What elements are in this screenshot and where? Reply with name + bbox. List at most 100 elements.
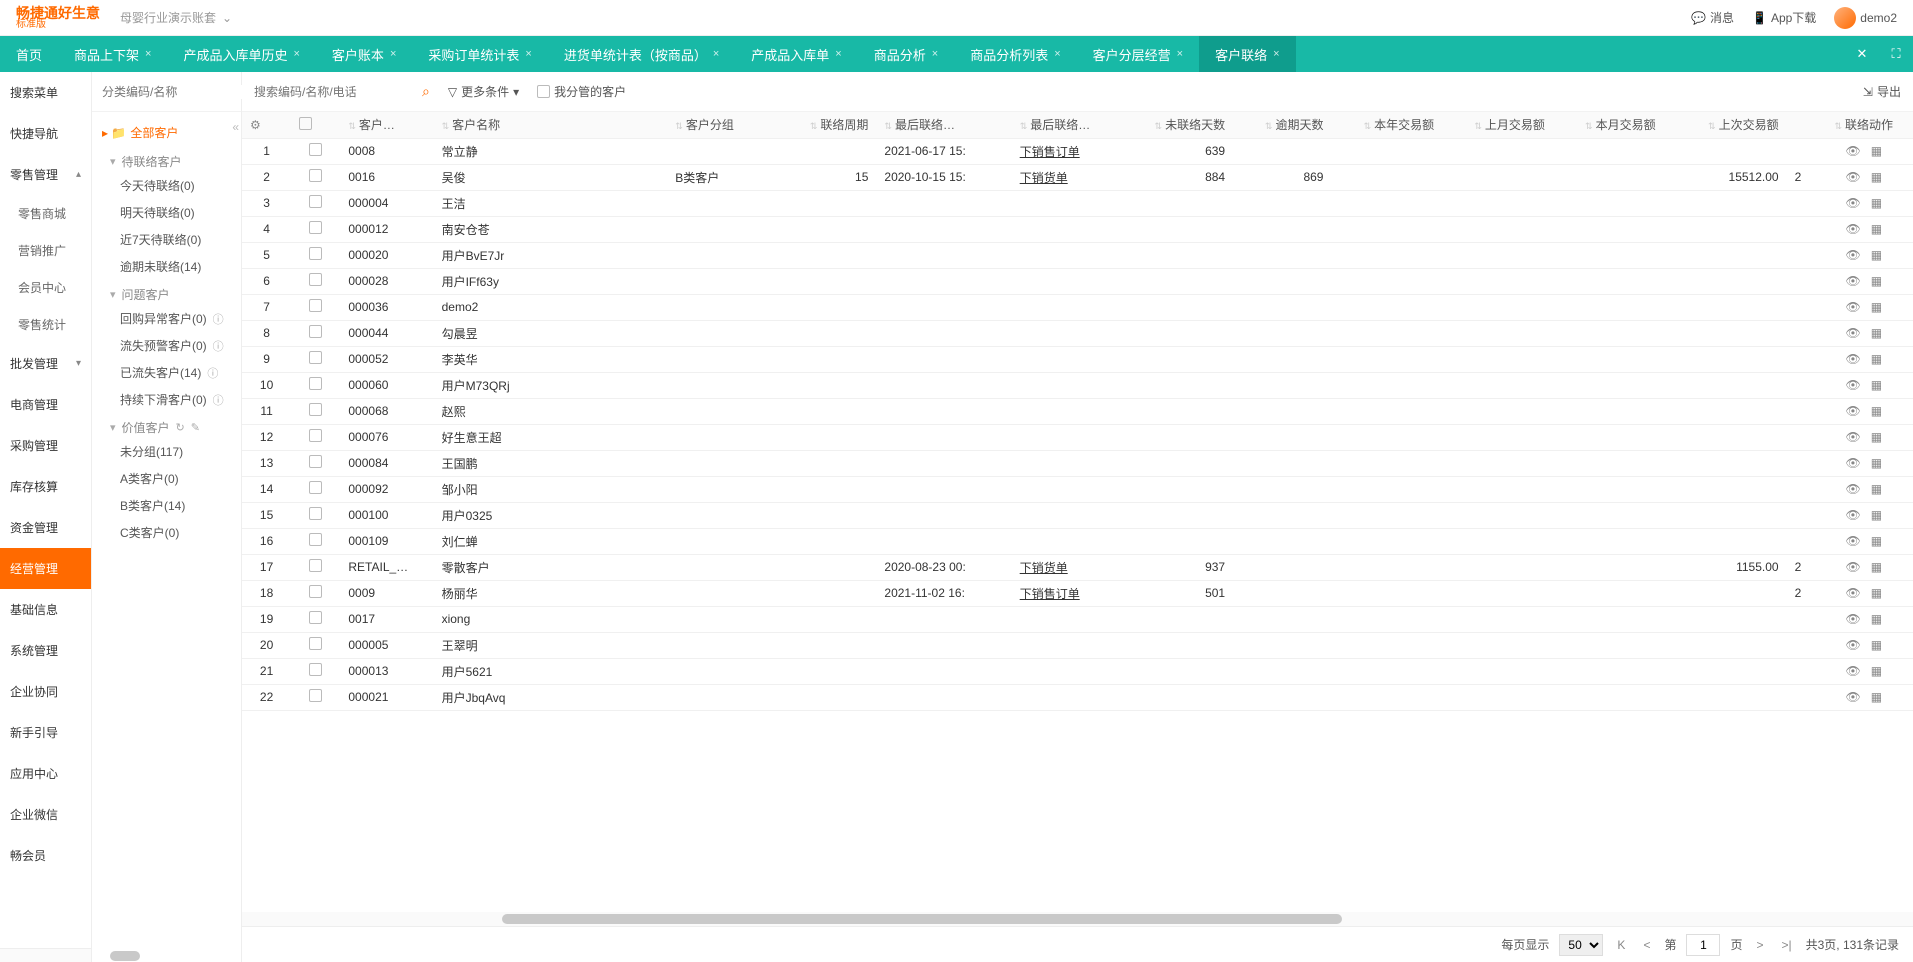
row-checkbox[interactable] — [309, 559, 322, 572]
qr-icon[interactable]: ▦ — [1871, 586, 1882, 600]
qr-icon[interactable]: ▦ — [1871, 222, 1882, 236]
cat-item[interactable]: 未分组(117) — [92, 438, 241, 465]
cat-group[interactable]: ▾问题客户 — [92, 280, 241, 305]
cat-item[interactable]: 逾期未联络(14) — [92, 253, 241, 280]
nav-零售商城[interactable]: 零售商城 — [0, 195, 91, 232]
last-action-link[interactable]: 下销货单 — [1020, 561, 1068, 575]
nav-系统管理[interactable]: 系统管理 — [0, 630, 91, 671]
view-icon[interactable]: 👁 — [1845, 404, 1860, 418]
close-all-tabs-button[interactable]: ✕ — [1845, 46, 1879, 62]
qr-icon[interactable]: ▦ — [1871, 456, 1882, 470]
col-gear[interactable]: ⚙ — [242, 112, 291, 138]
row-checkbox[interactable] — [309, 351, 322, 364]
qr-icon[interactable]: ▦ — [1871, 248, 1882, 262]
col-group[interactable]: ⇅客户分组 — [667, 112, 778, 138]
tab-商品分析列表[interactable]: 商品分析列表× — [954, 36, 1076, 72]
nav-采购管理[interactable]: 采购管理 — [0, 425, 91, 466]
qr-icon[interactable]: ▦ — [1871, 352, 1882, 366]
tab-商品分析[interactable]: 商品分析× — [858, 36, 954, 72]
close-icon[interactable]: × — [1054, 48, 1060, 60]
view-icon[interactable]: 👁 — [1845, 456, 1860, 470]
view-icon[interactable]: 👁 — [1845, 378, 1860, 392]
row-checkbox[interactable] — [309, 429, 322, 442]
row-checkbox[interactable] — [309, 325, 322, 338]
row-checkbox[interactable] — [309, 533, 322, 546]
nav-零售管理[interactable]: 零售管理▴ — [0, 154, 91, 195]
cat-item[interactable]: 持续下滑客户(0) ⓘ — [92, 386, 241, 413]
row-checkbox[interactable] — [309, 403, 322, 416]
gear-icon[interactable]: ⚙ — [250, 118, 261, 132]
view-icon[interactable]: 👁 — [1845, 482, 1860, 496]
table-hscrollbar[interactable] — [242, 912, 1913, 926]
app-download-link[interactable]: 📱 App下载 — [1752, 9, 1816, 26]
cat-item[interactable]: 回购异常客户(0) ⓘ — [92, 305, 241, 332]
close-icon[interactable]: × — [713, 48, 719, 60]
nav-会员中心[interactable]: 会员中心 — [0, 269, 91, 306]
view-icon[interactable]: 👁 — [1845, 248, 1860, 262]
view-icon[interactable]: 👁 — [1845, 196, 1860, 210]
row-checkbox[interactable] — [309, 377, 322, 390]
tab-首页[interactable]: 首页 — [0, 36, 58, 72]
qr-icon[interactable]: ▦ — [1871, 144, 1882, 158]
qr-icon[interactable]: ▦ — [1871, 482, 1882, 496]
edit-icon[interactable]: ✎ — [191, 421, 200, 434]
cat-item[interactable]: 近7天待联络(0) — [92, 226, 241, 253]
col-lastm_amt[interactable]: ⇅上月交易额 — [1442, 112, 1553, 138]
qr-icon[interactable]: ▦ — [1871, 170, 1882, 184]
col-nocall[interactable]: ⇅未联络天数 — [1122, 112, 1233, 138]
cat-item[interactable]: 今天待联络(0) — [92, 172, 241, 199]
qr-icon[interactable]: ▦ — [1871, 430, 1882, 444]
row-checkbox[interactable] — [309, 637, 322, 650]
info-icon[interactable]: ⓘ — [213, 338, 224, 354]
qr-icon[interactable]: ▦ — [1871, 560, 1882, 574]
fullscreen-button[interactable]: ⛶ — [1879, 46, 1913, 62]
qr-icon[interactable]: ▦ — [1871, 690, 1882, 704]
col-year_amt[interactable]: ⇅本年交易额 — [1331, 112, 1442, 138]
view-icon[interactable]: 👁 — [1845, 352, 1860, 366]
info-icon[interactable]: ⓘ — [213, 392, 224, 408]
view-icon[interactable]: 👁 — [1845, 638, 1860, 652]
nav-基础信息[interactable]: 基础信息 — [0, 589, 91, 630]
page-first-button[interactable]: K — [1613, 938, 1629, 952]
qr-icon[interactable]: ▦ — [1871, 326, 1882, 340]
user-menu[interactable]: demo2 — [1834, 7, 1897, 29]
row-checkbox[interactable] — [309, 169, 322, 182]
nav-批发管理[interactable]: 批发管理▾ — [0, 343, 91, 384]
qr-icon[interactable]: ▦ — [1871, 404, 1882, 418]
cat-item[interactable]: C类客户(0) — [92, 519, 241, 546]
last-action-link[interactable]: 下销货单 — [1020, 171, 1068, 185]
row-checkbox[interactable] — [309, 273, 322, 286]
my-customers-checkbox[interactable]: 我分管的客户 — [537, 83, 626, 100]
per-page-select[interactable]: 50 — [1559, 934, 1603, 956]
refresh-icon[interactable]: ↻ — [176, 421, 185, 434]
nav-应用中心[interactable]: 应用中心 — [0, 753, 91, 794]
nav-新手引导[interactable]: 新手引导 — [0, 712, 91, 753]
view-icon[interactable]: 👁 — [1845, 300, 1860, 314]
nav-零售统计[interactable]: 零售统计 — [0, 306, 91, 343]
nav-畅会员[interactable]: 畅会员 — [0, 835, 91, 876]
row-checkbox[interactable] — [309, 689, 322, 702]
row-checkbox[interactable] — [309, 585, 322, 598]
page-input[interactable] — [1686, 934, 1720, 956]
row-checkbox[interactable] — [309, 221, 322, 234]
col-thism_amt[interactable]: ⇅本月交易额 — [1553, 112, 1664, 138]
main-search-input[interactable] — [254, 85, 414, 99]
collapse-tree-icon[interactable]: « — [232, 120, 239, 134]
cat-item[interactable]: B类客户(14) — [92, 492, 241, 519]
view-icon[interactable]: 👁 — [1845, 144, 1860, 158]
qr-icon[interactable]: ▦ — [1871, 508, 1882, 522]
tab-进货单统计表（按商品）[interactable]: 进货单统计表（按商品）× — [548, 36, 735, 72]
view-icon[interactable]: 👁 — [1845, 586, 1860, 600]
nav-营销推广[interactable]: 营销推广 — [0, 232, 91, 269]
messages-link[interactable]: 💬 消息 — [1691, 9, 1734, 26]
qr-icon[interactable]: ▦ — [1871, 664, 1882, 678]
row-checkbox[interactable] — [309, 507, 322, 520]
account-selector[interactable]: 母婴行业演示账套 ⌄ — [120, 9, 1691, 26]
close-icon[interactable]: × — [1273, 48, 1279, 60]
info-icon[interactable]: ⓘ — [213, 311, 224, 327]
tab-客户账本[interactable]: 客户账本× — [316, 36, 412, 72]
search-icon[interactable]: ⌕ — [422, 83, 430, 100]
close-icon[interactable]: × — [1177, 48, 1183, 60]
nav-资金管理[interactable]: 资金管理 — [0, 507, 91, 548]
nav-搜索菜单[interactable]: 搜索菜单 — [0, 72, 91, 113]
